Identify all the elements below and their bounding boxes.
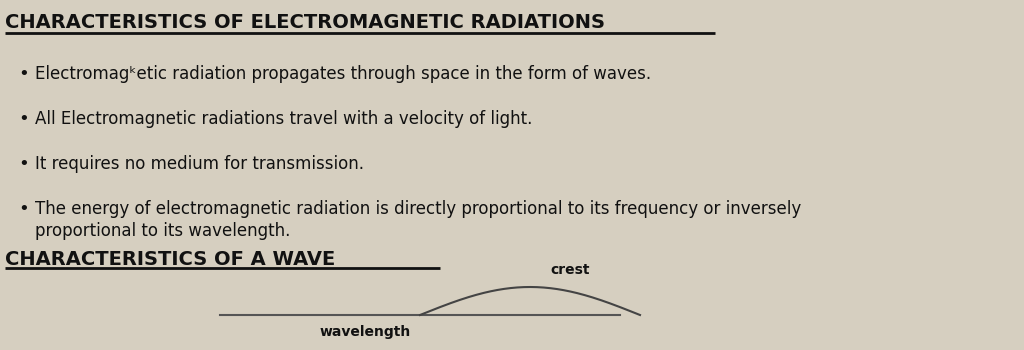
Text: •: • xyxy=(18,65,29,83)
Text: CHARACTERISTICS OF A WAVE: CHARACTERISTICS OF A WAVE xyxy=(5,250,335,269)
Text: •: • xyxy=(18,200,29,218)
Text: It requires no medium for transmission.: It requires no medium for transmission. xyxy=(35,155,364,173)
Text: All Electromagnetic radiations travel with a velocity of light.: All Electromagnetic radiations travel wi… xyxy=(35,110,532,128)
Text: •: • xyxy=(18,110,29,128)
Text: CHARACTERISTICS OF ELECTROMAGNETIC RADIATIONS: CHARACTERISTICS OF ELECTROMAGNETIC RADIA… xyxy=(5,13,605,32)
Text: crest: crest xyxy=(550,263,590,277)
Text: •: • xyxy=(18,155,29,173)
Text: proportional to its wavelength.: proportional to its wavelength. xyxy=(35,222,291,240)
Text: wavelength: wavelength xyxy=(319,325,411,339)
Text: Electromagᵏetic radiation propagates through space in the form of waves.: Electromagᵏetic radiation propagates thr… xyxy=(35,65,651,83)
Text: The energy of electromagnetic radiation is directly proportional to its frequenc: The energy of electromagnetic radiation … xyxy=(35,200,801,218)
